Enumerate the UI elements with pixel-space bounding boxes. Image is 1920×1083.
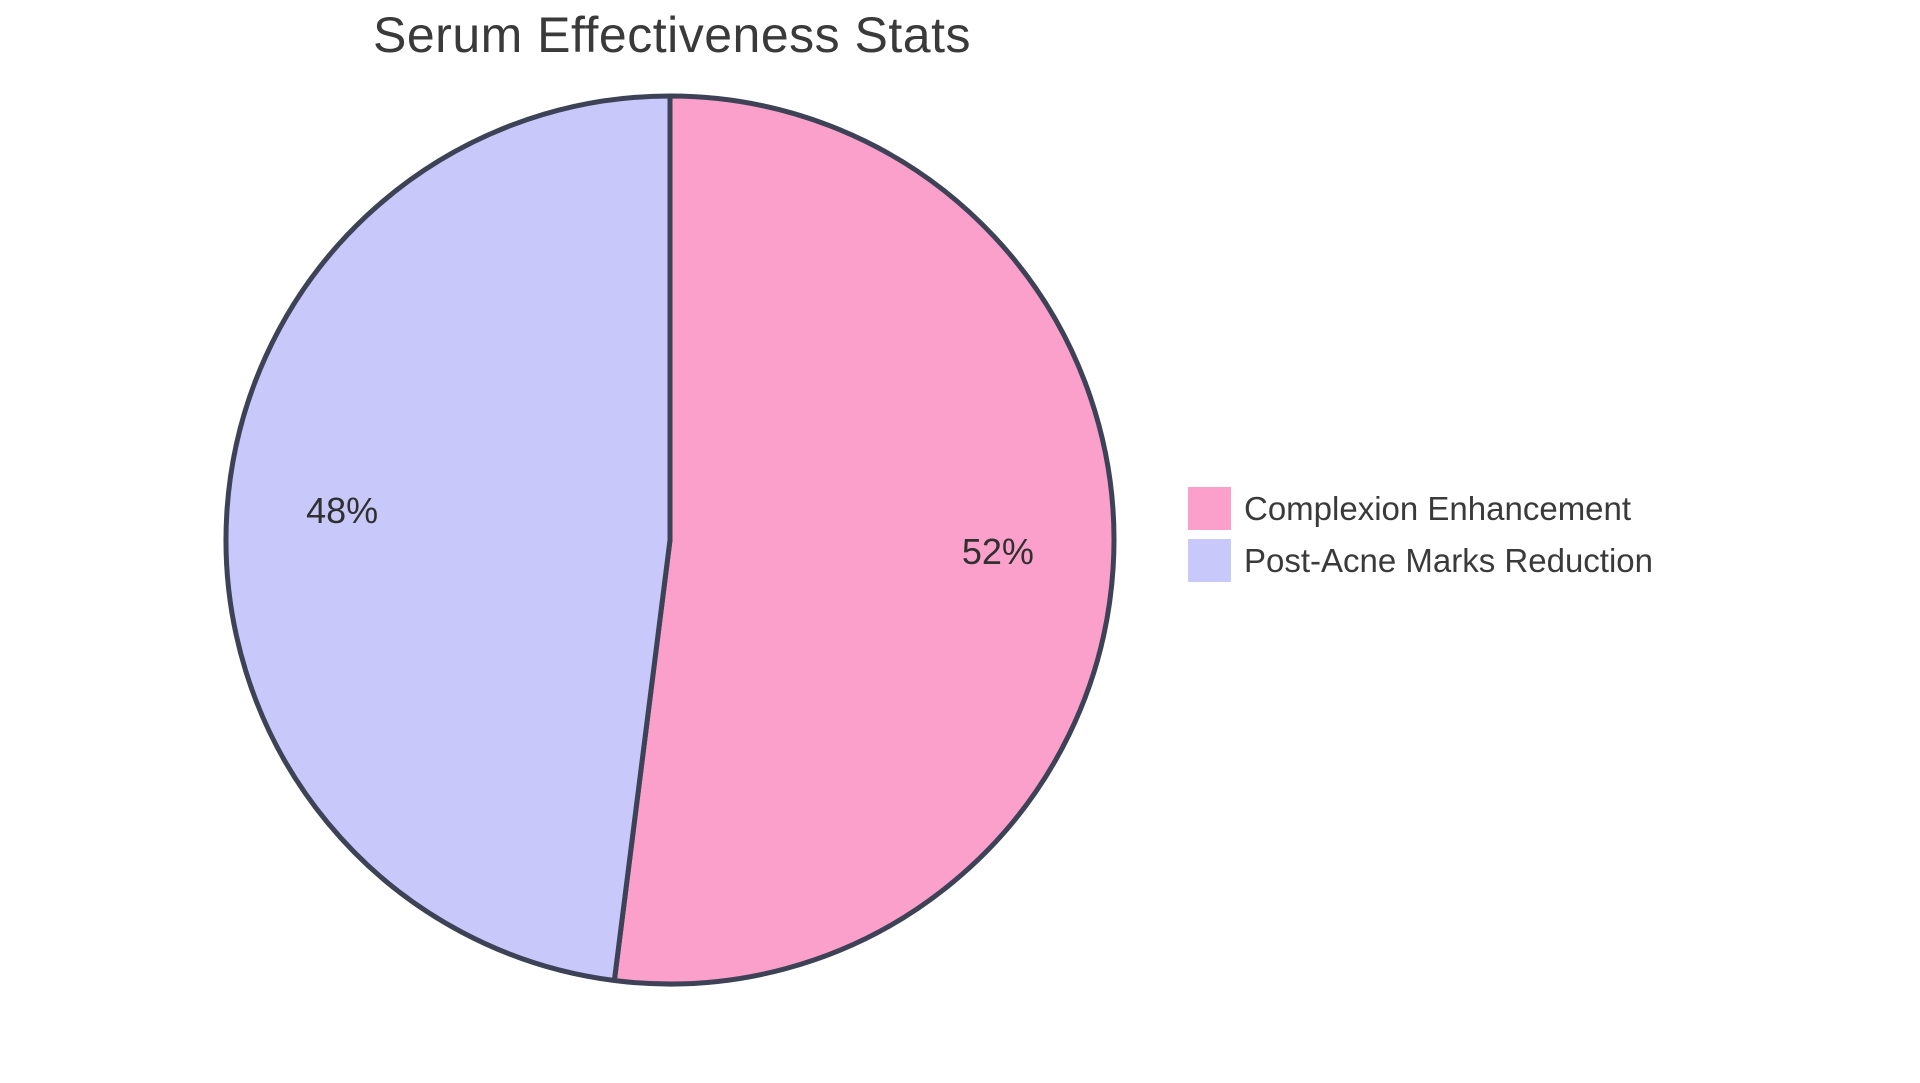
pie-slice-1 <box>223 93 673 983</box>
pie-slice-label-1: 48% <box>306 490 378 531</box>
legend-swatch-complexion-enhancement <box>1188 487 1231 530</box>
pie-slice-0 <box>611 93 1117 987</box>
legend-swatch-post-acne-marks-reduction <box>1188 539 1231 582</box>
pie-slice-label-0: 52% <box>962 531 1034 572</box>
legend-item-post-acne-marks-reduction: Post-Acne Marks Reduction <box>1188 539 1653 582</box>
chart-title: Serum Effectiveness Stats <box>373 7 971 63</box>
legend-label: Complexion Enhancement <box>1244 489 1632 527</box>
legend-item-complexion-enhancement: Complexion Enhancement <box>1188 487 1653 530</box>
legend-label: Post-Acne Marks Reduction <box>1244 541 1654 579</box>
legend: Complexion Enhancement Post-Acne Marks R… <box>1188 487 1653 582</box>
